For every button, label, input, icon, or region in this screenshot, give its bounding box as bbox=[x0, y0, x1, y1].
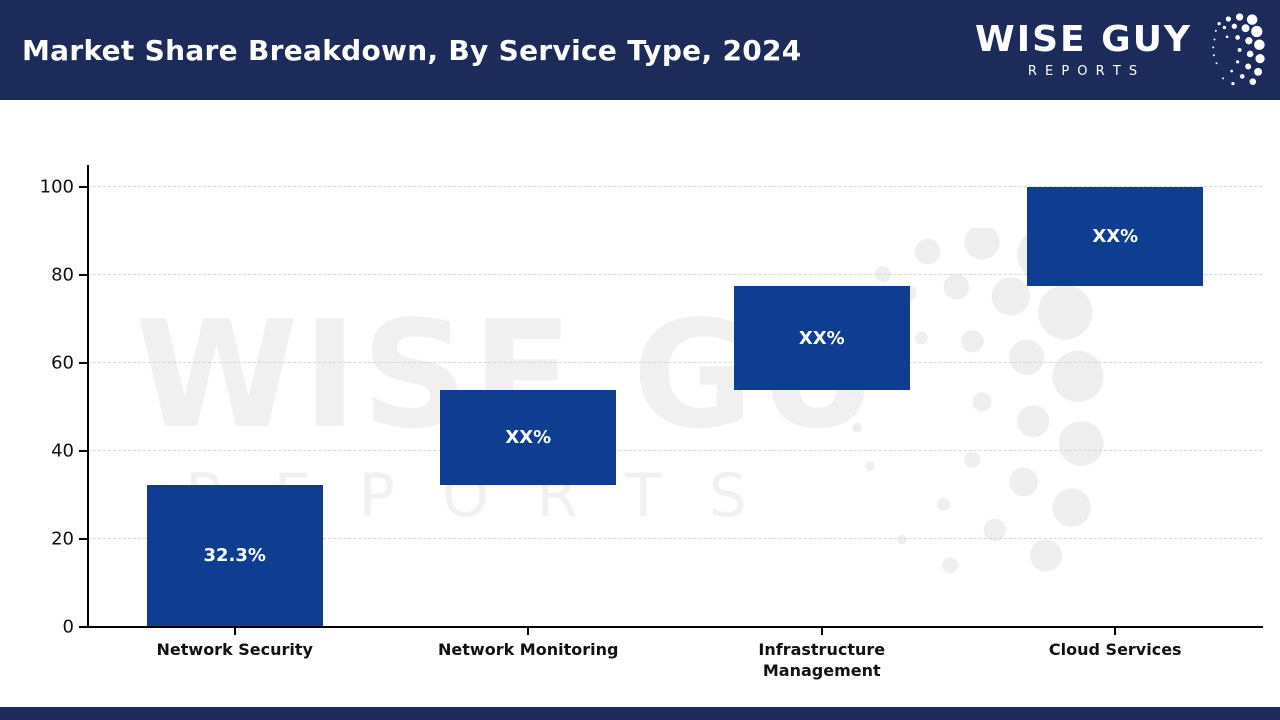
y-tick-label: 60 bbox=[51, 352, 74, 374]
brand-head-icon bbox=[1212, 13, 1265, 86]
x-category-label: Cloud Services bbox=[1048, 640, 1182, 659]
y-tick-label: 40 bbox=[51, 440, 74, 462]
brand-name: WISE GUY bbox=[974, 18, 1192, 60]
bar-value-label: XX% bbox=[798, 327, 845, 349]
x-tick-mark bbox=[233, 627, 236, 635]
bar: XX% bbox=[1027, 187, 1204, 286]
y-tick-mark bbox=[79, 186, 88, 188]
bar-value-label: XX% bbox=[1092, 226, 1139, 247]
bar: XX% bbox=[440, 390, 617, 485]
chart-title: Market Share Breakdown, By Service Type,… bbox=[22, 33, 802, 67]
x-category-label: Network Security bbox=[156, 640, 313, 659]
y-tick-label: 0 bbox=[62, 616, 74, 638]
header-bar: Market Share Breakdown, By Service Type,… bbox=[0, 0, 1280, 100]
gridline bbox=[88, 274, 1262, 275]
x-tick-mark bbox=[1114, 627, 1117, 635]
brand-logo-text: WISE GUY R E P O R T S bbox=[974, 18, 1192, 79]
y-tick-mark bbox=[79, 274, 88, 276]
bar: 32.3% bbox=[146, 484, 323, 627]
brand-logo: WISE GUY R E P O R T S bbox=[975, 10, 1266, 90]
gridline bbox=[88, 538, 1262, 539]
y-axis-line bbox=[87, 165, 89, 628]
y-tick-mark bbox=[79, 626, 88, 628]
gridline bbox=[88, 450, 1262, 451]
footer-bar bbox=[0, 707, 1280, 720]
x-tick-mark bbox=[527, 627, 530, 635]
y-tick-label: 80 bbox=[51, 264, 74, 286]
gridline bbox=[88, 362, 1262, 363]
x-category-label: Infrastructure Management bbox=[758, 640, 886, 680]
gridline bbox=[88, 186, 1262, 187]
brand-subtitle: R E P O R T S bbox=[1027, 63, 1140, 79]
y-tick-mark bbox=[79, 362, 88, 364]
x-tick-mark bbox=[820, 627, 823, 635]
x-category-label: Network Monitoring bbox=[438, 640, 619, 659]
x-axis-line bbox=[87, 626, 1263, 628]
plot-area: 0 20 40 60 80 100 32.3% Network Security XX% Netw… bbox=[40, 177, 1262, 680]
bar-value-label: 32.3% bbox=[203, 545, 266, 567]
y-tick-mark bbox=[79, 538, 88, 540]
bar: XX% bbox=[733, 286, 910, 391]
bar-value-label: XX% bbox=[505, 427, 552, 449]
y-tick-mark bbox=[79, 450, 88, 452]
y-tick-label: 20 bbox=[51, 528, 74, 550]
y-tick-label: 100 bbox=[39, 176, 74, 198]
